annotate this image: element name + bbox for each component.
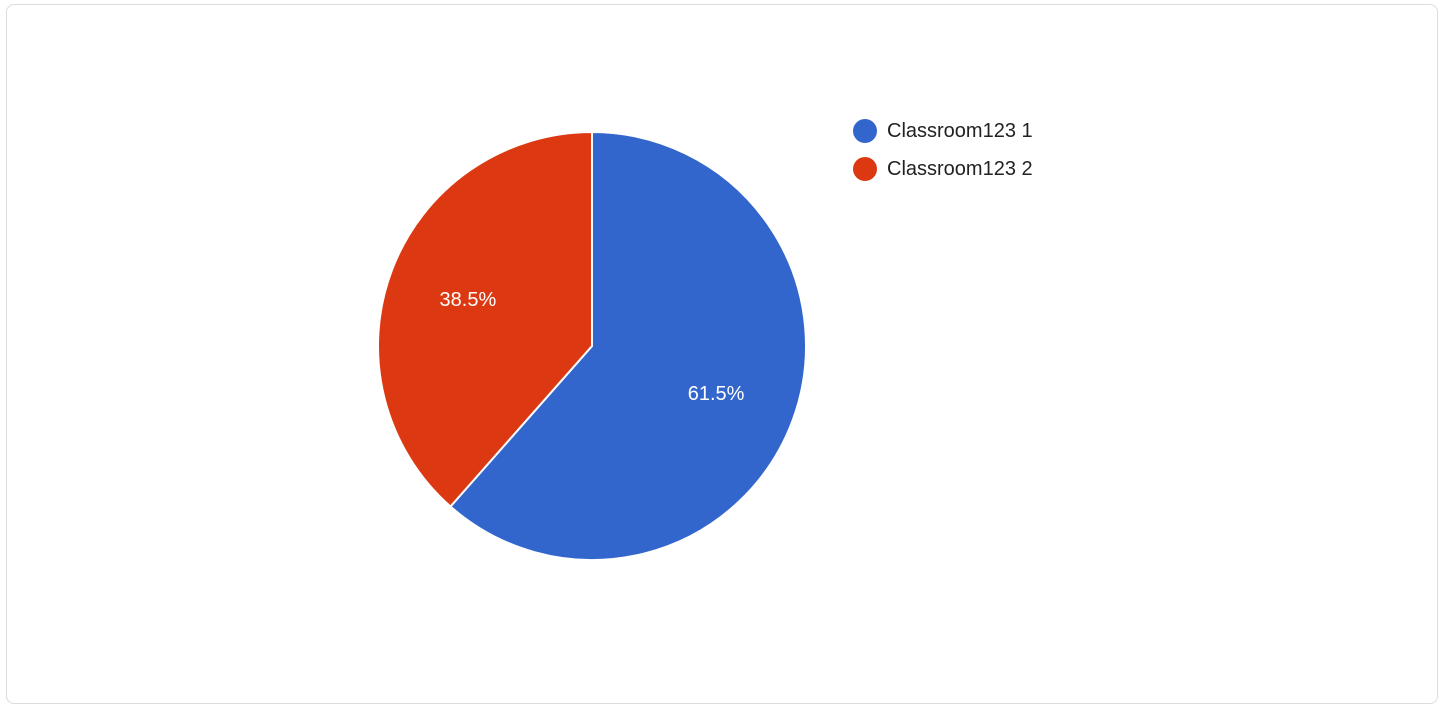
- slice-value-label-1: 61.5%: [688, 383, 745, 405]
- chart-legend: Classroom123 1 Classroom123 2: [853, 117, 1033, 193]
- legend-item-classroom123-1[interactable]: Classroom123 1: [853, 117, 1033, 145]
- pie-chart: 61.5% 38.5%: [377, 130, 807, 561]
- legend-swatch-icon: [853, 157, 877, 181]
- legend-swatch-icon: [853, 119, 877, 143]
- chart-card: 61.5% 38.5% Classroom123 1 Classroom123 2: [6, 4, 1438, 704]
- slice-value-label-2: 38.5%: [440, 289, 497, 311]
- pie-slice-1[interactable]: [449, 130, 807, 561]
- legend-label: Classroom123 2: [887, 157, 1033, 180]
- pie-slice-2[interactable]: [377, 130, 593, 508]
- legend-label: Classroom123 1: [887, 119, 1033, 142]
- legend-item-classroom123-2[interactable]: Classroom123 2: [853, 155, 1033, 183]
